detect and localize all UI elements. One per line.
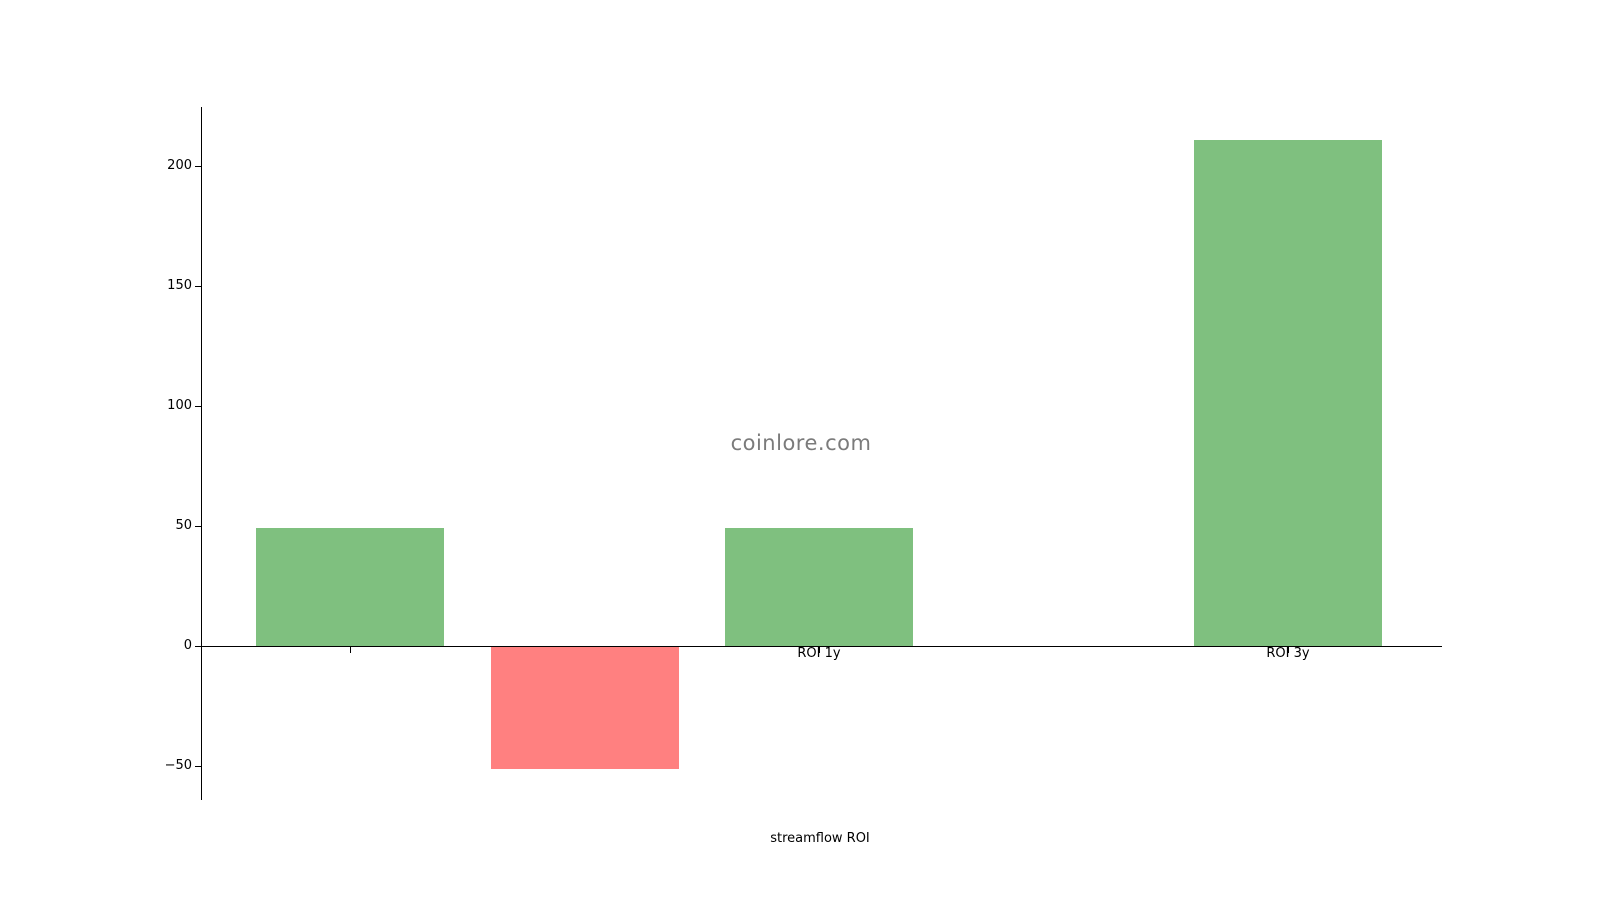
y-tick-mark [195,526,201,527]
y-tick-label: −50 [164,758,192,773]
x-tick-mark [1288,646,1289,653]
y-tick-mark [195,406,201,407]
y-axis-line [201,107,202,800]
x-axis-title: streamflow ROI [770,831,870,846]
x-tick-label: ROI 1y [797,646,841,661]
y-tick-label: 150 [167,278,192,293]
y-tick-label: 50 [175,518,192,533]
x-tick-mark [350,646,351,653]
y-tick-mark [195,286,201,287]
x-tick-label: ROI 3y [1266,646,1310,661]
bar-unlabeled-0 [256,528,444,646]
y-tick-label: 0 [183,638,192,653]
x-tick-mark [819,646,820,653]
y-tick-mark [195,766,201,767]
y-tick-mark [195,646,201,647]
y-tick-label: 200 [167,158,192,173]
x-axis-zero-line [201,646,1442,647]
bar-roi-3y [1194,139,1382,646]
bar-roi-1y [725,528,913,646]
watermark-text: coinlore.com [730,431,872,455]
y-tick-mark [195,166,201,167]
bar-unlabeled-1 [490,647,679,770]
y-tick-label: 100 [167,398,192,413]
